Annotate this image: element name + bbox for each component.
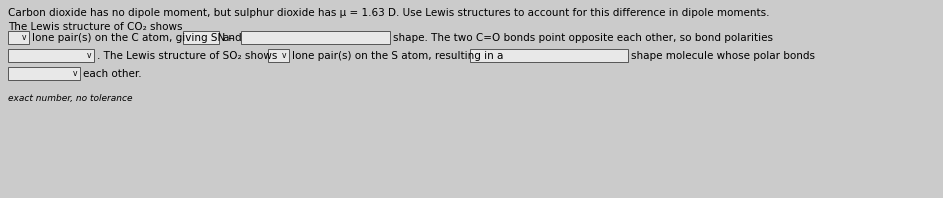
Text: Carbon dioxide has no dipole moment, but sulphur dioxide has μ = 1.63 D. Use Lew: Carbon dioxide has no dipole moment, but… bbox=[8, 8, 769, 18]
Text: The Lewis structure of CO₂ shows: The Lewis structure of CO₂ shows bbox=[8, 22, 182, 32]
Text: . The Lewis structure of SO₂ shows: . The Lewis structure of SO₂ shows bbox=[97, 50, 277, 61]
Text: shape. The two C=O bonds point opposite each other, so bond polarities: shape. The two C=O bonds point opposite … bbox=[393, 32, 773, 43]
FancyBboxPatch shape bbox=[8, 67, 80, 80]
Text: each other.: each other. bbox=[83, 69, 141, 78]
FancyBboxPatch shape bbox=[8, 31, 29, 44]
Text: shape molecule whose polar bonds: shape molecule whose polar bonds bbox=[631, 50, 816, 61]
FancyBboxPatch shape bbox=[183, 31, 219, 44]
FancyBboxPatch shape bbox=[470, 49, 628, 62]
Text: v: v bbox=[87, 51, 91, 60]
Text: lone pair(s) on the C atom, giving SN –: lone pair(s) on the C atom, giving SN – bbox=[32, 32, 234, 43]
Text: and: and bbox=[222, 32, 241, 43]
Text: v: v bbox=[22, 33, 26, 42]
FancyBboxPatch shape bbox=[241, 31, 390, 44]
FancyBboxPatch shape bbox=[268, 49, 290, 62]
Text: v: v bbox=[282, 51, 287, 60]
FancyBboxPatch shape bbox=[8, 49, 94, 62]
Text: lone pair(s) on the S atom, resulting in a: lone pair(s) on the S atom, resulting in… bbox=[292, 50, 504, 61]
Text: v: v bbox=[73, 69, 77, 78]
Text: exact number, no tolerance: exact number, no tolerance bbox=[8, 94, 132, 103]
